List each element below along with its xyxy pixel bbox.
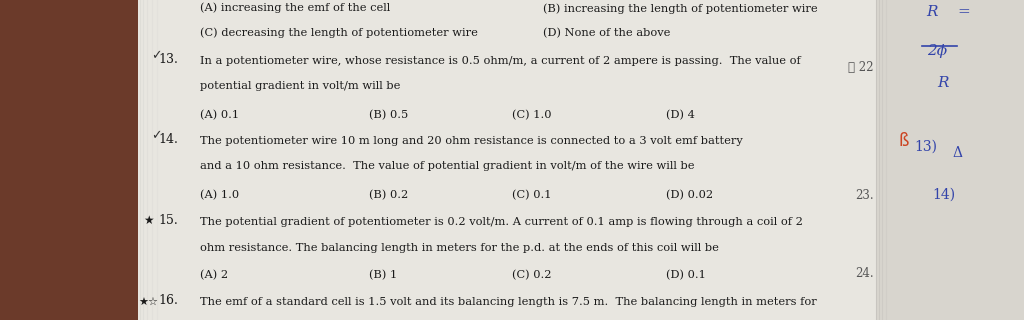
Text: (D) None of the above: (D) None of the above (543, 28, 670, 38)
Text: The potentiometer wire 10 m long and 20 ohm resistance is connected to a 3 volt : The potentiometer wire 10 m long and 20 … (200, 136, 742, 146)
Text: potential gradient in volt/m will be: potential gradient in volt/m will be (200, 81, 400, 91)
Text: (D) 0.02: (D) 0.02 (666, 190, 713, 200)
Text: The potential gradient of potentiometer is 0.2 volt/m. A current of 0.1 amp is f: The potential gradient of potentiometer … (200, 217, 803, 227)
FancyBboxPatch shape (876, 0, 1024, 320)
Text: ohm resistance. The balancing length in meters for the p.d. at the ends of this : ohm resistance. The balancing length in … (200, 243, 719, 253)
Text: 23.: 23. (855, 188, 873, 202)
Text: R: R (937, 76, 948, 90)
Text: 14.: 14. (159, 132, 178, 146)
Text: In a potentiometer wire, whose resistance is 0.5 ohm/m, a current of 2 ampere is: In a potentiometer wire, whose resistanc… (200, 56, 801, 66)
Text: =: = (957, 5, 970, 19)
Text: (D) 0.1: (D) 0.1 (666, 270, 706, 280)
Text: ★: ★ (143, 214, 154, 227)
Text: (B) 0.5: (B) 0.5 (369, 110, 408, 120)
Text: (B) increasing the length of potentiometer wire: (B) increasing the length of potentiomet… (543, 4, 817, 14)
Text: 16.: 16. (159, 294, 178, 307)
Text: ✓: ✓ (152, 49, 162, 62)
Text: ✓: ✓ (152, 129, 162, 142)
Text: 15.: 15. (159, 214, 178, 227)
Text: 13.: 13. (159, 52, 178, 66)
Text: R: R (927, 5, 938, 19)
Text: (D) 4: (D) 4 (666, 110, 694, 120)
Text: 14): 14) (932, 188, 955, 202)
Text: 13): 13) (914, 140, 937, 154)
Text: (C) 0.2: (C) 0.2 (512, 270, 552, 280)
Text: ★ 22: ★ 22 (848, 60, 873, 74)
Text: (C) decreasing the length of potentiometer wire: (C) decreasing the length of potentiomet… (200, 28, 477, 38)
Text: ß: ß (898, 132, 908, 150)
Text: and a 10 ohm resistance.  The value of potential gradient in volt/m of the wire : and a 10 ohm resistance. The value of po… (200, 161, 694, 171)
Text: 2ϕ: 2ϕ (927, 44, 947, 58)
Text: (B) 1: (B) 1 (369, 270, 397, 280)
Text: (C) 0.1: (C) 0.1 (512, 190, 552, 200)
Text: (A) 0.1: (A) 0.1 (200, 110, 239, 120)
Text: (A) 2: (A) 2 (200, 270, 227, 280)
Text: (A) increasing the emf of the cell: (A) increasing the emf of the cell (200, 2, 390, 13)
Text: The emf of a standard cell is 1.5 volt and its balancing length is 7.5 m.  The b: The emf of a standard cell is 1.5 volt a… (200, 297, 816, 307)
Text: (A) 1.0: (A) 1.0 (200, 190, 239, 200)
Text: (B) 0.2: (B) 0.2 (369, 190, 408, 200)
FancyBboxPatch shape (138, 0, 886, 320)
Text: (C) 1.0: (C) 1.0 (512, 110, 552, 120)
Text: Δ: Δ (952, 146, 963, 160)
Text: ★☆: ★☆ (138, 297, 159, 307)
Text: 24.: 24. (855, 267, 873, 280)
